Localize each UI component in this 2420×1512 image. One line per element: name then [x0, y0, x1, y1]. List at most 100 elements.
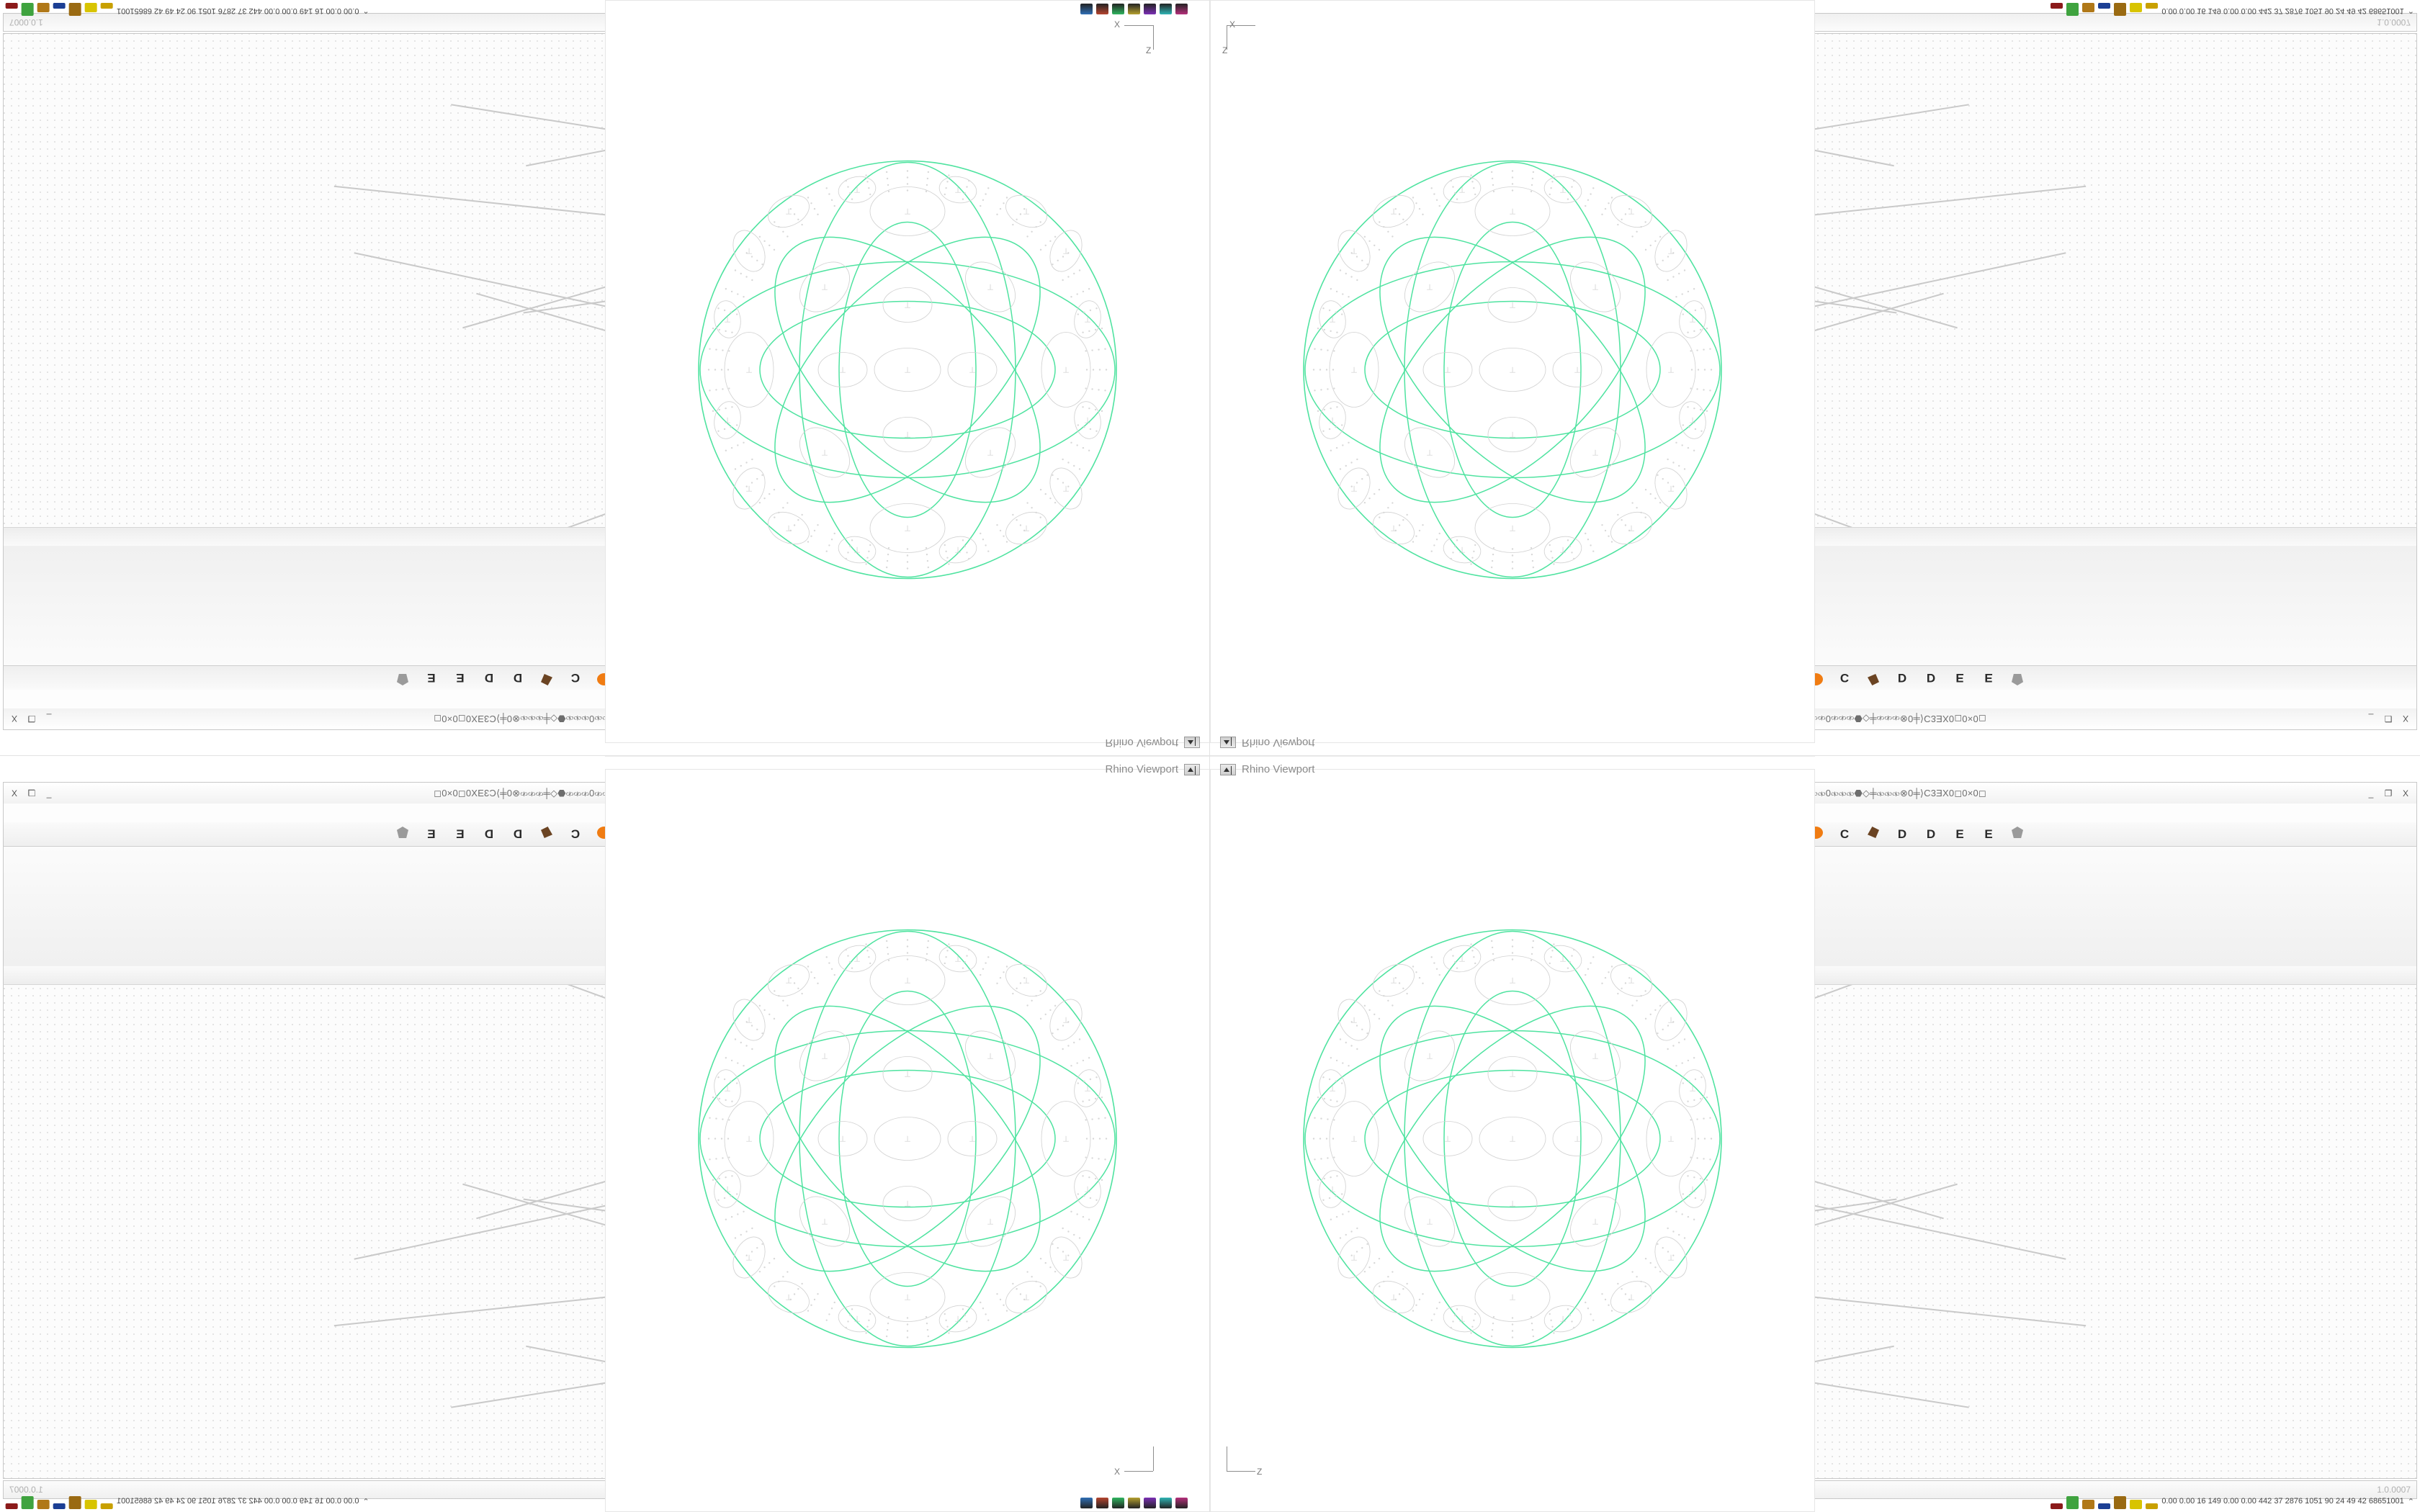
svg-text:⊥: ⊥	[904, 1294, 911, 1302]
window-minimize-button[interactable]: _	[46, 788, 52, 798]
rhino-viewport[interactable]: Z ⊥ ⊥ ⊥ ⊥ ⊥ ⊥ ⊥ ⊥ ⊥ ⊥ ⊥ ⊥ ⊥ ⊥ ⊥ ⊥ ⊥ ⊥ ⊥ ⊥ ⊥ ⊥ ⊥ ⊥ ⊥ ⊥ ⊥ ⊥ ⊥	[1210, 769, 1815, 1512]
svg-text:⊥: ⊥	[1350, 366, 1358, 375]
viewport-toggle[interactable]	[1220, 737, 1236, 749]
axis-label-x: X	[1114, 19, 1121, 30]
ribbon-tab-letter-d-icon[interactable]: D	[513, 671, 523, 685]
ribbon-tab-letter-d-icon[interactable]: D	[1897, 827, 1907, 841]
svg-text:⊥: ⊥	[1329, 316, 1336, 325]
window-close-button[interactable]: X	[12, 788, 18, 798]
ribbon-tab-dither-icon[interactable]	[394, 670, 411, 685]
ribbon-tab-letter-c2-icon[interactable]: C	[1839, 827, 1850, 841]
window-minimize-button[interactable]: _	[2368, 714, 2374, 724]
ribbon-tab-rooster-icon[interactable]	[1865, 670, 1882, 685]
tray-icon-6[interactable]	[1160, 4, 1172, 15]
svg-text:⊥: ⊥	[1592, 449, 1599, 458]
viewport-title: Rhino Viewport	[1105, 763, 1178, 775]
ribbon-tab-letter-c2-icon[interactable]: C	[1839, 671, 1850, 685]
ribbon-tab-letter-e2-icon[interactable]: E	[1984, 671, 1993, 685]
rooster-icon	[541, 827, 552, 838]
tray-icon-2[interactable]	[1096, 1497, 1108, 1508]
svg-text:⊥: ⊥	[1509, 366, 1516, 375]
ribbon-tab-letter-d2-icon[interactable]: D	[1926, 827, 1936, 841]
viewport-toggle[interactable]	[1184, 737, 1200, 749]
tray-icon-3[interactable]	[1112, 1497, 1124, 1508]
window-minimize-button[interactable]: _	[46, 714, 52, 724]
svg-text:⊥: ⊥	[904, 1135, 911, 1144]
ribbon-tab-letter-e2-icon[interactable]: E	[1984, 827, 1993, 841]
os-status-bottom-right: ⌃ 0.00 0.00 16 149 0.00 0.00 442 37 2876 …	[2051, 1493, 2414, 1509]
ribbon-tab-letter-e2-icon[interactable]: E	[427, 827, 436, 841]
ribbon-tab-rooster-icon[interactable]	[538, 827, 555, 842]
axis-label-x: X	[1114, 1467, 1121, 1477]
svg-text:⊥: ⊥	[904, 1200, 911, 1209]
ribbon-tab-letter-d2-icon[interactable]: D	[484, 671, 494, 685]
tray-icon-4[interactable]	[1128, 4, 1140, 15]
ribbon-tab-letter-e-icon[interactable]: E	[1955, 671, 1964, 685]
ribbon-tab-letter-e-icon[interactable]: E	[456, 827, 465, 841]
ribbon-tab-dither-icon[interactable]	[2009, 827, 2026, 842]
window-close-button[interactable]: X	[2402, 714, 2408, 724]
svg-text:⊥: ⊥	[1628, 977, 1635, 986]
tray-icon-5[interactable]	[1144, 1497, 1156, 1508]
window-close-button[interactable]: X	[2402, 788, 2408, 798]
window-maximize-button[interactable]: ❐	[2384, 788, 2393, 798]
tray-icon-4[interactable]	[1128, 1497, 1140, 1508]
center-divider-h	[0, 755, 2420, 756]
axis-label-z: Z	[1222, 45, 1228, 55]
viewport-title: Rhino Viewport	[1242, 737, 1315, 749]
tray-icon-6[interactable]	[1160, 1497, 1172, 1508]
ribbon-tab-dither-icon[interactable]	[2009, 670, 2026, 685]
os-numbers: 0.00 0.00 16 149 0.00 0.00 442 37 2876 1…	[117, 1497, 359, 1506]
rhino-viewport[interactable]: X ⊥ ⊥ ⊥ ⊥ ⊥ ⊥ ⊥ ⊥ ⊥ ⊥ ⊥ ⊥ ⊥ ⊥ ⊥ ⊥ ⊥ ⊥ ⊥ ⊥ ⊥ ⊥ ⊥ ⊥ ⊥ ⊥ ⊥ ⊥ ⊥	[605, 769, 1210, 1512]
ribbon-tab-rooster-icon[interactable]	[1865, 827, 1882, 842]
ribbon-tab-letter-d-icon[interactable]: D	[513, 827, 523, 841]
dither-icon	[397, 674, 408, 685]
ribbon-tab-letter-e2-icon[interactable]: E	[427, 671, 436, 685]
tray-icon-7[interactable]	[1175, 4, 1188, 15]
ribbon-tab-letter-c2-icon[interactable]: C	[570, 827, 581, 841]
viewport-toggle[interactable]	[1184, 763, 1200, 775]
os-swatch-4	[2082, 1500, 2095, 1509]
svg-text:⊥: ⊥	[745, 366, 753, 375]
tray-icon-7[interactable]	[1175, 1497, 1188, 1508]
os-swatch-1	[85, 1500, 97, 1509]
rhino-viewport[interactable]: X Z ⊥ ⊥ ⊥ ⊥ ⊥ ⊥ ⊥ ⊥ ⊥ ⊥ ⊥ ⊥ ⊥ ⊥ ⊥ ⊥ ⊥ ⊥ ⊥ ⊥ ⊥ ⊥ ⊥ ⊥ ⊥ ⊥ ⊥ ⊥ ⊥	[1210, 0, 1815, 743]
os-swatch-6	[6, 3, 18, 9]
svg-text:⊥: ⊥	[1509, 977, 1516, 986]
window-maximize-button[interactable]: ❐	[27, 714, 36, 724]
ribbon-tab-letter-e-icon[interactable]: E	[1955, 827, 1964, 841]
ribbon-tab-letter-d2-icon[interactable]: D	[484, 827, 494, 841]
axis-label-z: Z	[1146, 45, 1152, 55]
svg-text:⊥: ⊥	[904, 366, 911, 375]
tray-icon-5[interactable]	[1144, 4, 1156, 15]
svg-text:⊥: ⊥	[904, 431, 911, 440]
tray-icon-2[interactable]	[1096, 4, 1108, 15]
ribbon-tab-dither-icon[interactable]	[394, 827, 411, 842]
ribbon-tab-letter-d2-icon[interactable]: D	[1926, 671, 1936, 685]
ribbon-tab-letter-d-icon[interactable]: D	[1897, 671, 1907, 685]
tray-bottom	[1080, 1495, 1188, 1511]
tray-icon-1[interactable]	[1080, 4, 1093, 15]
os-swatch-4	[2082, 3, 2095, 12]
ribbon-tab-letter-c2-icon[interactable]: C	[570, 671, 581, 685]
svg-text:⊥: ⊥	[1592, 284, 1599, 292]
os-swatch-1	[2130, 3, 2143, 12]
svg-text:⊥: ⊥	[839, 1135, 846, 1144]
window-close-button[interactable]: X	[12, 714, 18, 724]
svg-text:⊥: ⊥	[1329, 1186, 1336, 1194]
os-swatch-6	[6, 1503, 18, 1509]
window-maximize-button[interactable]: ❐	[2384, 714, 2393, 724]
svg-text:⊥: ⊥	[1023, 1294, 1030, 1302]
viewport-toggle[interactable]	[1220, 763, 1236, 775]
svg-text:⊥: ⊥	[785, 525, 792, 534]
os-swatch-2	[69, 1496, 81, 1509]
ribbon-tab-letter-e-icon[interactable]: E	[456, 671, 465, 685]
rhino-viewport[interactable]: X Z ⊥ ⊥ ⊥ ⊥ ⊥ ⊥ ⊥ ⊥ ⊥ ⊥ ⊥ ⊥ ⊥ ⊥ ⊥ ⊥ ⊥ ⊥ ⊥ ⊥ ⊥ ⊥ ⊥ ⊥ ⊥ ⊥ ⊥ ⊥ ⊥	[605, 0, 1210, 743]
tray-icon-3[interactable]	[1112, 4, 1124, 15]
tray-icon-1[interactable]	[1080, 1497, 1093, 1508]
window-minimize-button[interactable]: _	[2368, 788, 2374, 798]
window-maximize-button[interactable]: ❐	[27, 788, 36, 798]
svg-text:⊥: ⊥	[987, 1218, 994, 1227]
ribbon-tab-rooster-icon[interactable]	[538, 670, 555, 685]
svg-text:⊥: ⊥	[1559, 1315, 1567, 1324]
